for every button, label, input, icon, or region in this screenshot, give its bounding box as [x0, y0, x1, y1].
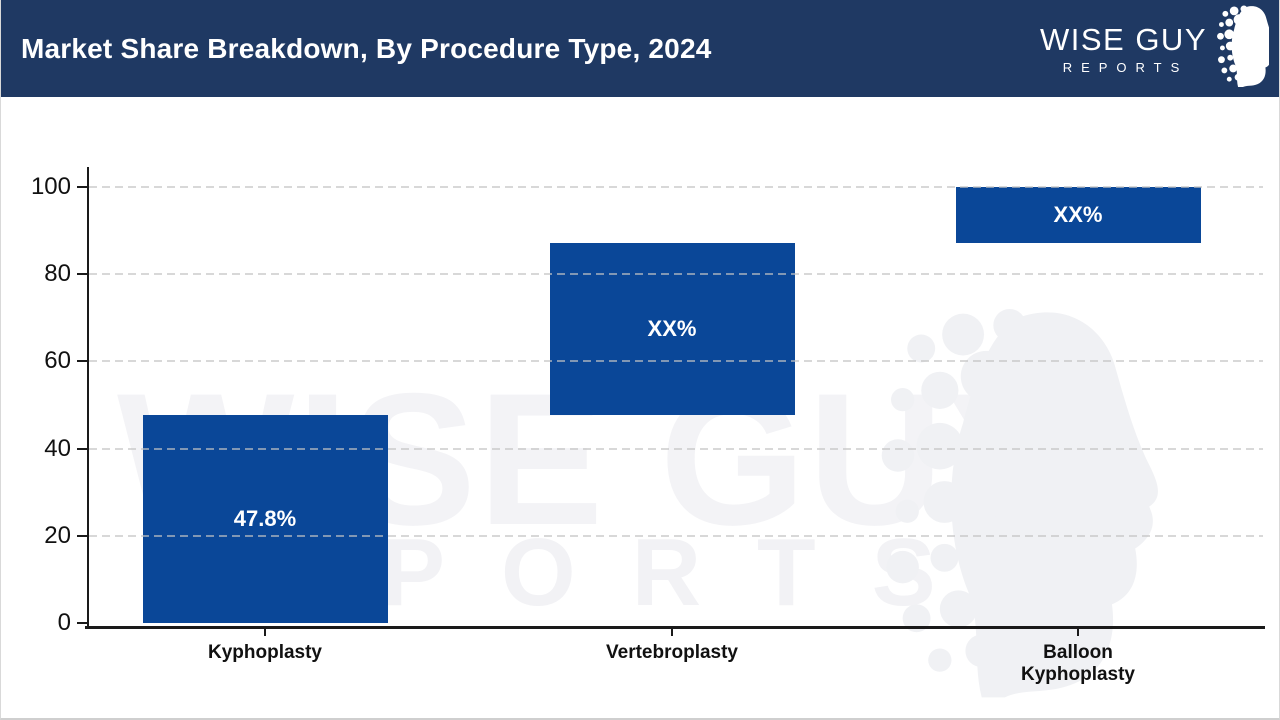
gridline-y40: [89, 447, 1263, 450]
bar-vertebroplasty: [549, 242, 795, 415]
bar-balloon-kyphoplasty: [955, 187, 1201, 243]
y-tick-label: 60: [44, 347, 71, 375]
x-axis-spine: [85, 626, 1265, 629]
watermark-head-icon: [816, 302, 1166, 707]
x-tick: [671, 627, 673, 636]
x-tick: [264, 627, 266, 636]
watermark-small-text: PORTS: [381, 519, 992, 626]
header: Market Share Breakdown, By Procedure Typ…: [1, 0, 1279, 97]
y-tick: [77, 622, 87, 624]
logo-name: WISE GUY: [1039, 22, 1207, 57]
y-tick: [77, 360, 87, 363]
bar-value-label: XX%: [647, 315, 697, 341]
wiseguy-head-icon: [1211, 4, 1276, 93]
y-tick: [77, 273, 87, 276]
y-tick-label: 0: [57, 609, 71, 636]
plot-area: WISE GUY PORTS 0 20 40 60 80 100 47.8% Kyphopla…: [1, 97, 1279, 718]
category-label: Vertebroplasty: [606, 642, 738, 663]
logo-text: WISE GUY REPORTS: [1040, 22, 1207, 75]
category-label: Kyphoplasty: [207, 642, 323, 663]
page-title: Market Share Breakdown, By Procedure Typ…: [21, 32, 712, 64]
y-tick: [77, 186, 87, 188]
logo-sub: REPORTS: [1062, 60, 1189, 75]
gridline-y80: [89, 273, 1263, 276]
y-axis-spine: [87, 167, 89, 628]
bar-value-label: 47.8%: [233, 505, 297, 531]
y-tick: [77, 534, 87, 537]
logo: WISE GUY REPORTS: [1040, 4, 1279, 93]
gridline-y100: [89, 186, 1263, 188]
category-label: Balloon Kyphoplasty: [1020, 642, 1136, 685]
y-tick: [77, 447, 87, 450]
gridline-y60: [89, 360, 1263, 363]
y-tick-label: 20: [44, 521, 71, 549]
y-tick-label: 100: [30, 173, 71, 200]
y-tick-label: 40: [44, 434, 71, 462]
y-tick-label: 80: [44, 260, 71, 288]
gridline-y20: [89, 534, 1263, 537]
x-tick: [1077, 627, 1079, 636]
bar-value-label: XX%: [1053, 201, 1103, 227]
